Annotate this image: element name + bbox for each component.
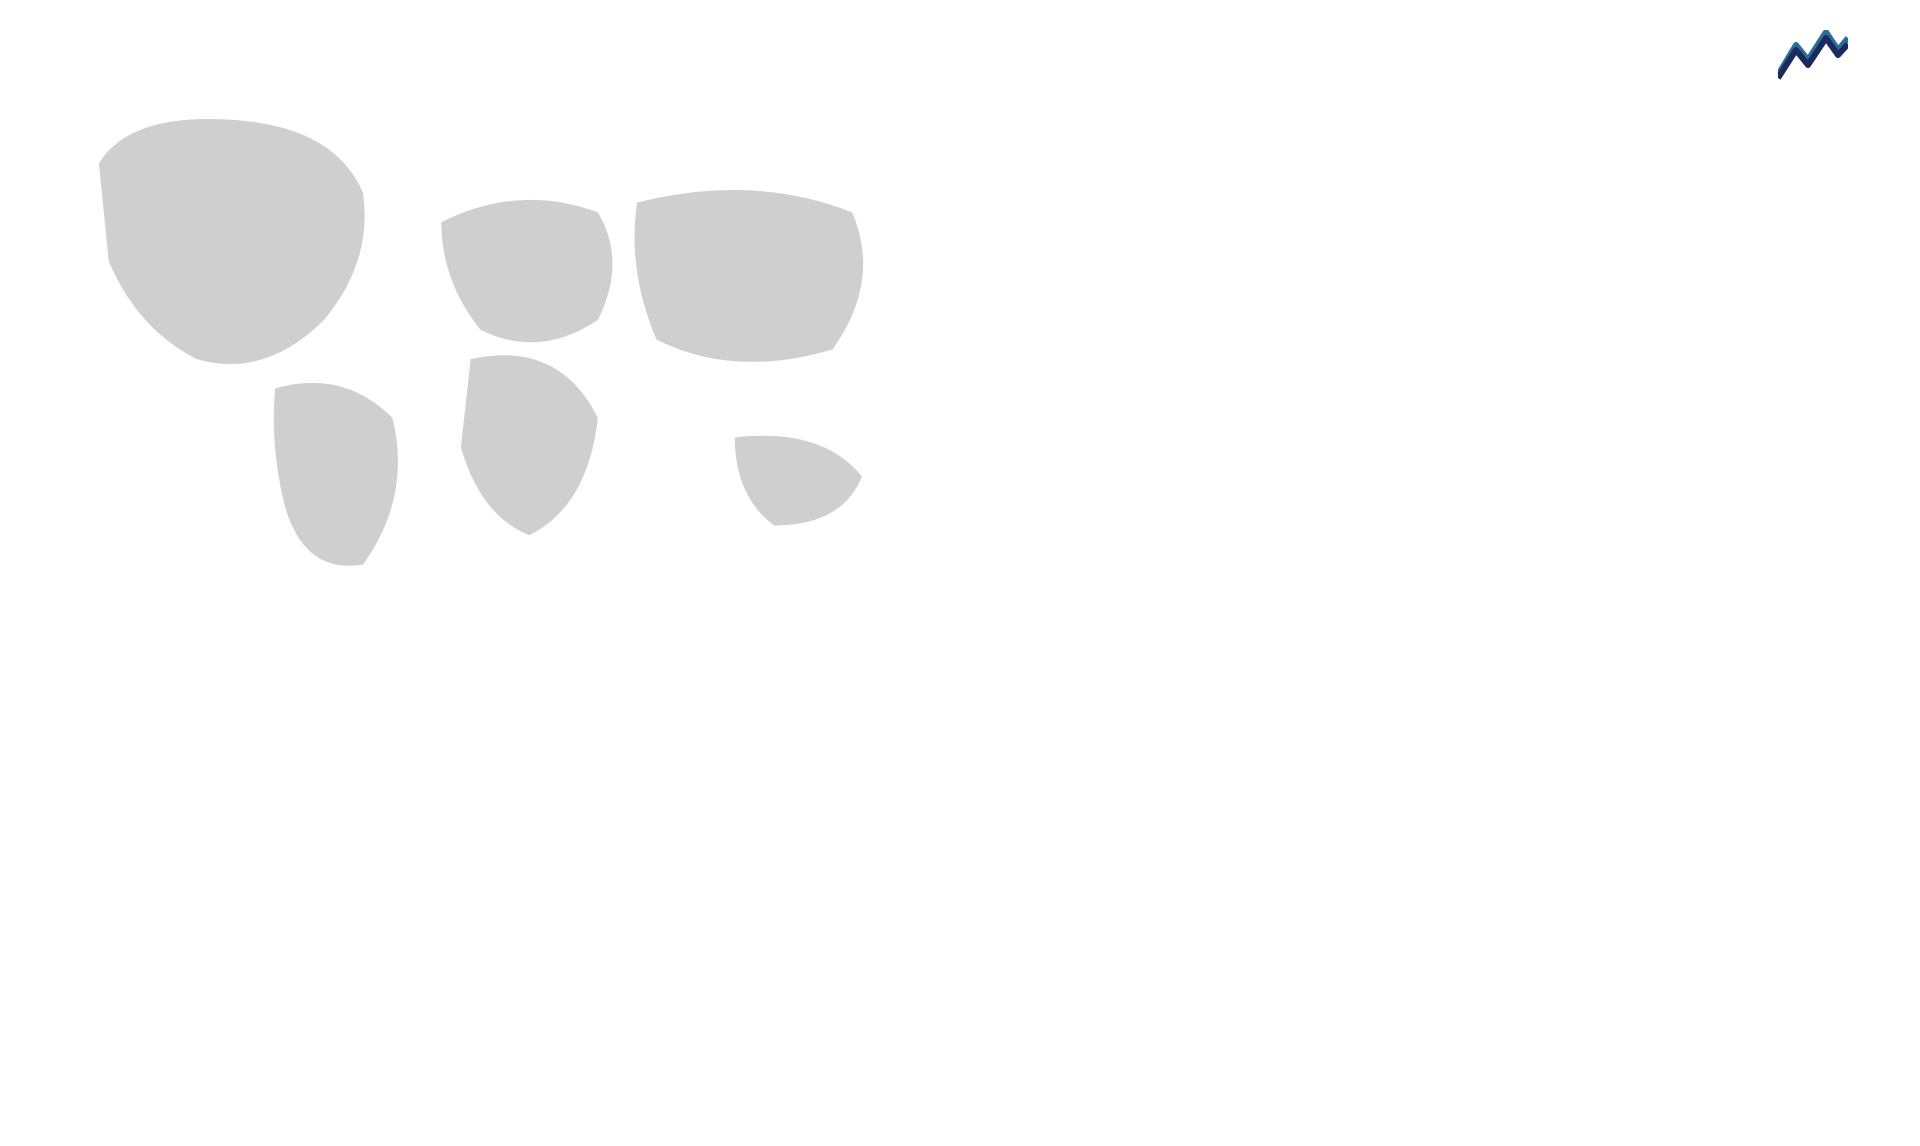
market-segmentation — [50, 610, 510, 936]
world-map — [50, 60, 950, 580]
top-key-players — [790, 610, 1290, 626]
regional-donut — [1320, 626, 1580, 886]
segmentation-chart — [50, 626, 350, 936]
map-svg — [50, 60, 950, 580]
players-name-list — [540, 610, 760, 646]
growth-chart — [990, 60, 1870, 580]
growth-chart-svg — [990, 60, 1870, 580]
regional-analysis — [1320, 610, 1870, 886]
